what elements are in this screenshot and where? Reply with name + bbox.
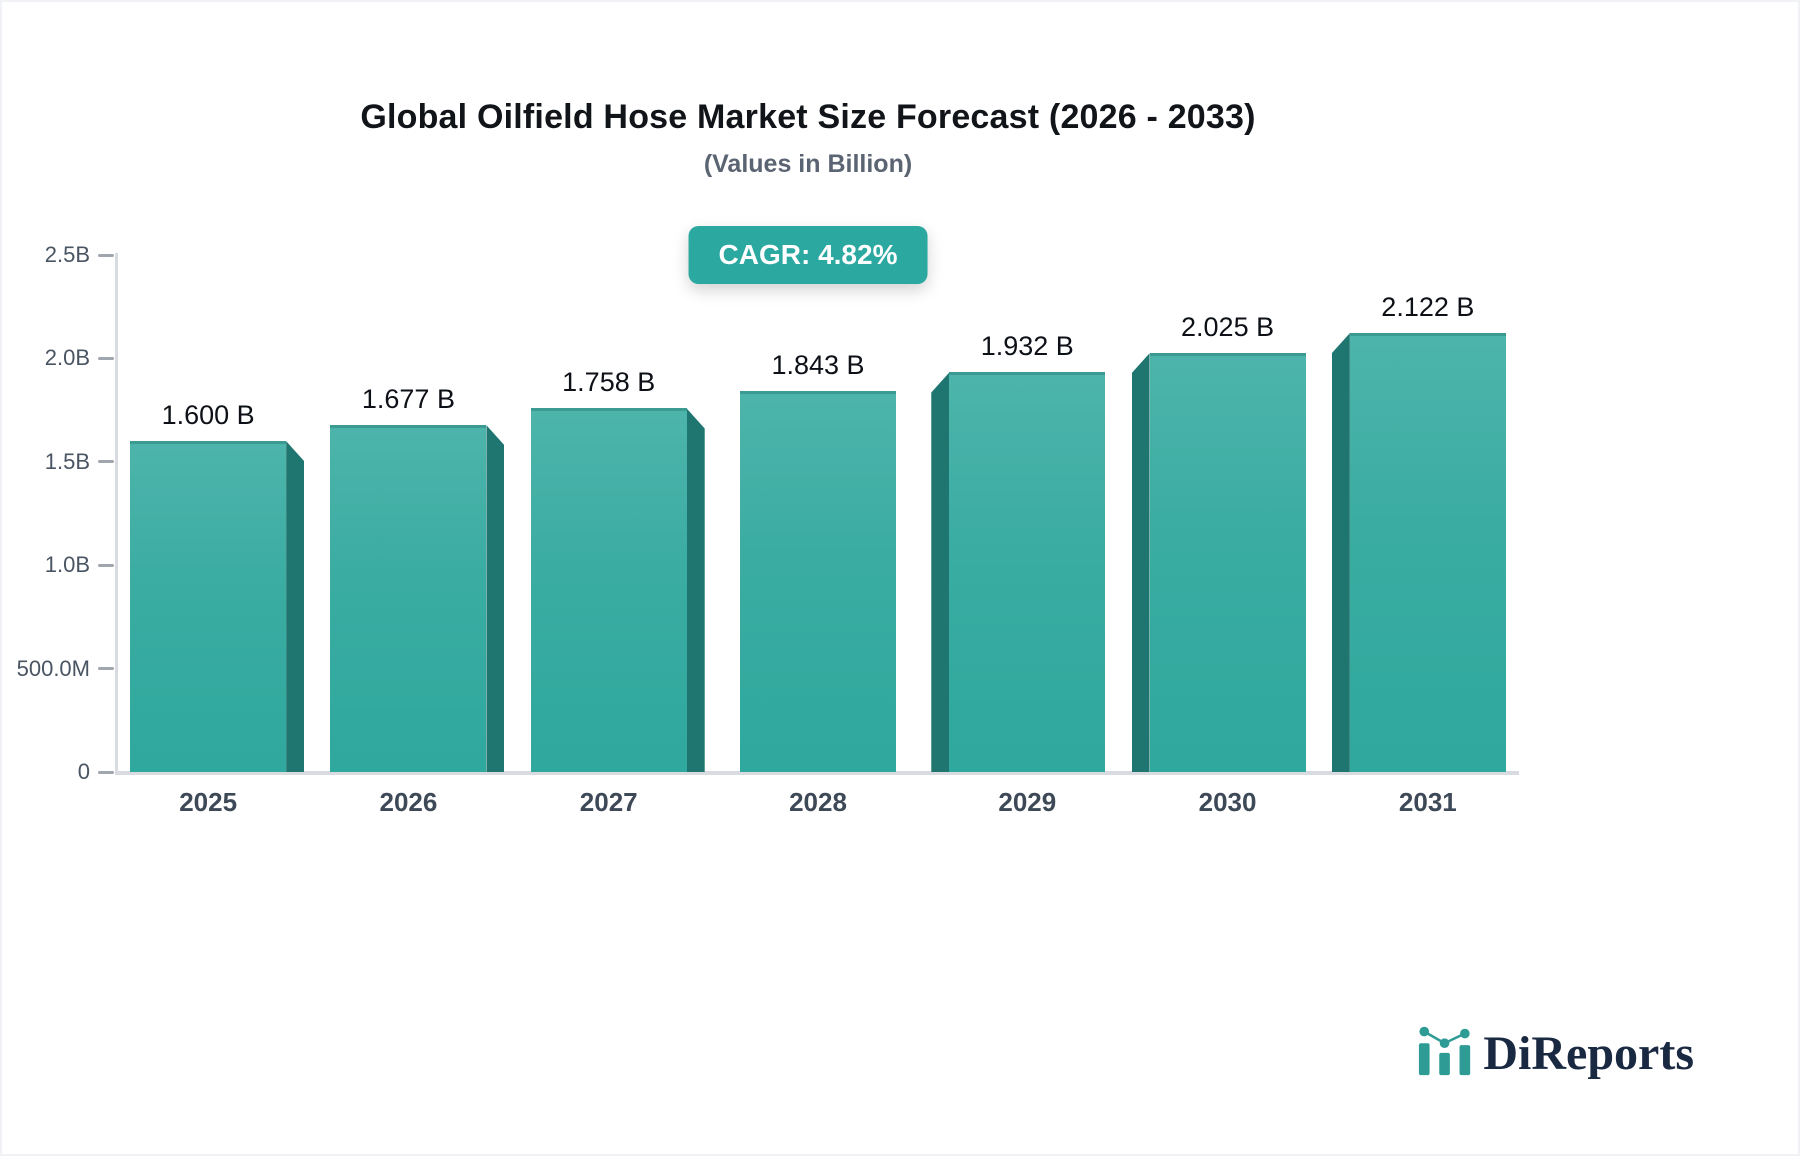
y-tick-dash	[98, 253, 114, 257]
bar-face	[1149, 353, 1306, 772]
y-tick-dash	[98, 770, 114, 774]
bar-face	[330, 425, 487, 772]
bar-2030: 2.025 B	[1131, 312, 1306, 772]
x-axis-label-2026: 2026	[379, 787, 438, 817]
direports-logo: DiReports	[1417, 1020, 1694, 1078]
bar-face	[130, 441, 287, 772]
bar-side-shade	[686, 408, 705, 772]
y-tick-label: 2.5B	[44, 242, 90, 267]
y-tick-dash	[98, 356, 114, 360]
x-axis-label-2025: 2025	[179, 787, 238, 817]
x-axis-label-2028: 2028	[789, 787, 847, 817]
bar-value-label: 1.932 B	[980, 331, 1074, 362]
y-tick-dash	[98, 460, 114, 464]
y-tick-dash	[98, 667, 114, 671]
y-tick-dash	[98, 563, 114, 567]
y-axis-line	[115, 253, 118, 774]
x-axis-label-2031: 2031	[1398, 787, 1457, 817]
y-tick-label: 500.0M	[16, 655, 90, 681]
bar-value-label: 1.758 B	[562, 367, 656, 398]
bar-value-label: 1.677 B	[361, 384, 455, 415]
x-axis-label-2029: 2029	[998, 787, 1057, 817]
chart-subtitle: (Values in Billion)	[703, 150, 913, 178]
bar-value-label: 1.600 B	[161, 400, 255, 431]
chart-title: Global Oilfield Hose Market Size Forecas…	[360, 98, 1256, 136]
bar-value-label: 1.843 B	[771, 349, 865, 380]
y-tick-label: 1.0B	[44, 552, 90, 578]
x-axis-label-2030: 2030	[1198, 787, 1257, 817]
direports-logo-icon	[1419, 1026, 1471, 1076]
x-axis-label-2027: 2027	[579, 787, 638, 817]
direports-logo-text: DiReports	[1483, 1027, 1694, 1080]
y-tick-label: 2.0B	[44, 345, 90, 371]
bar-side-shade	[1331, 333, 1350, 772]
bar-2028: 1.843 B	[731, 350, 905, 772]
bar-side-shade	[486, 425, 505, 772]
bar-side-shade	[286, 441, 305, 772]
bar-face	[949, 372, 1106, 772]
bar-side-shade	[931, 372, 950, 772]
bar-2026: 1.677 B	[330, 384, 505, 772]
bar-2027: 1.758 B	[530, 367, 705, 772]
bar-face	[740, 390, 896, 772]
bar-2025: 1.600 B	[130, 400, 305, 772]
cagr-badge: CAGR: 4.82%	[688, 226, 928, 284]
bar-side-shade	[1131, 353, 1150, 772]
y-tick-label: 0	[77, 759, 90, 784]
y-tick-label: 1.5B	[44, 448, 90, 474]
bar-face	[530, 408, 687, 772]
bar-value-label: 2.122 B	[1381, 292, 1475, 323]
bars-container: 1.600 B 1.677 B 1.758 B 1.843 B 1.932 B 2.025…	[117, 255, 1519, 772]
bar-2031: 2.122 B	[1331, 292, 1506, 772]
x-axis-baseline	[115, 771, 1519, 775]
bar-value-label: 2.025 B	[1181, 312, 1275, 343]
bar-face	[1349, 333, 1506, 772]
bar-2029: 1.932 B	[931, 331, 1106, 772]
